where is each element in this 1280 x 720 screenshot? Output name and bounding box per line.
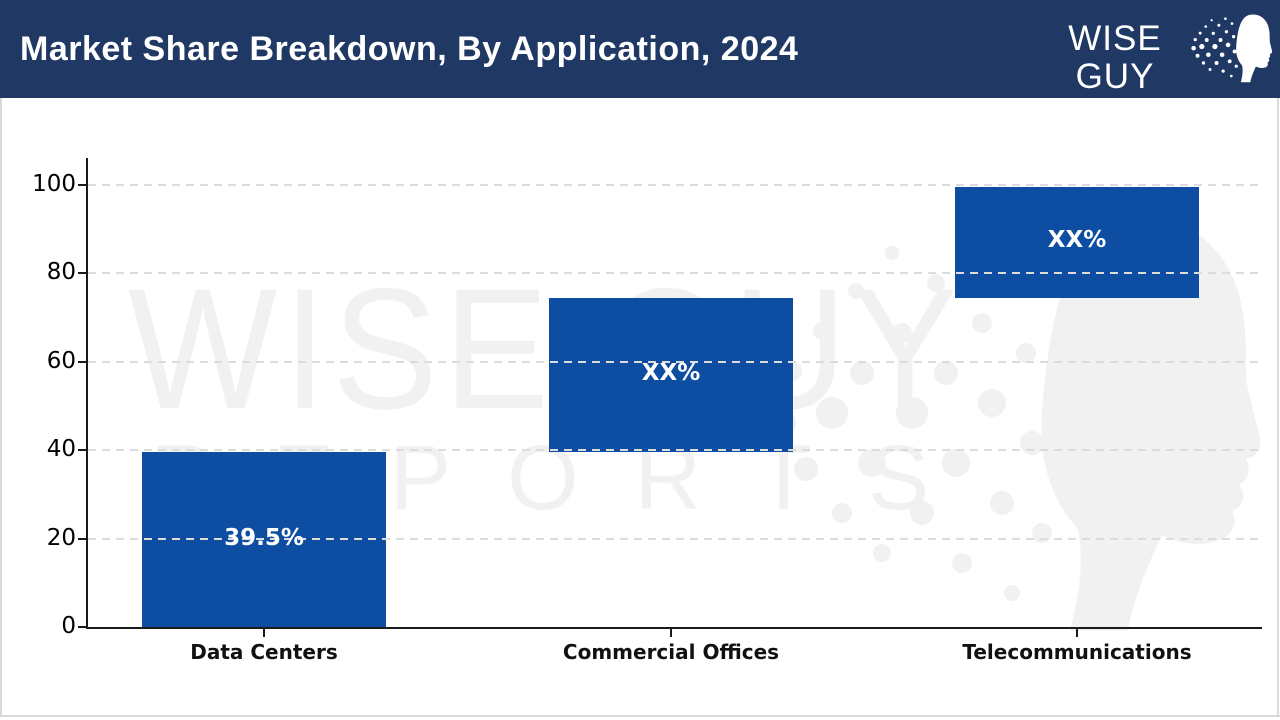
y-tick-60 [78, 360, 87, 363]
right-hairline [1277, 98, 1279, 717]
y-axis-line [86, 158, 88, 629]
y-tick-100 [78, 184, 87, 186]
logo-text: WISE GUY REPORTS [1026, 19, 1204, 113]
x-tick-1 [670, 629, 672, 637]
logo-face-icon [1191, 14, 1272, 83]
chart-title: Market Share Breakdown, By Application, … [20, 30, 799, 68]
x-category-label-1: Commercial Offices [562, 640, 780, 664]
gridline-60 [88, 360, 1262, 363]
y-tick-label-60: 60 [46, 347, 76, 374]
gridline-100 [88, 184, 1262, 186]
watermark: WISE GUY REPORTS [0, 98, 1280, 658]
y-tick-20 [78, 537, 87, 540]
y-tick-label-20: 20 [46, 524, 76, 551]
x-category-label-0: Data Centers [190, 640, 338, 664]
x-tick-0 [263, 629, 265, 637]
gridline-40 [88, 449, 1262, 452]
y-tick-label-0: 0 [61, 613, 76, 639]
bar-0 [142, 452, 386, 627]
bar-value-label-1: XX% [641, 360, 701, 387]
y-tick-label-40: 40 [46, 436, 76, 463]
bar-value-label-0: 39.5% [224, 524, 304, 551]
y-tick-label-100: 100 [32, 171, 76, 197]
y-tick-label-80: 80 [46, 259, 76, 286]
bottom-hairline [0, 715, 1280, 717]
y-tick-0 [78, 626, 87, 628]
bar-value-label-2: XX% [1047, 227, 1107, 254]
gridline-80 [88, 272, 1262, 275]
y-tick-80 [78, 272, 87, 275]
bar-1 [549, 297, 793, 453]
header-bar: Market Share Breakdown, By Application, … [0, 0, 1280, 112]
logo-reports-text: REPORTS [1052, 97, 1182, 112]
x-tick-2 [1076, 629, 1078, 637]
wise-guy-reports-logo: WISE GUY REPORTS [1026, 4, 1272, 112]
bar-2 [955, 187, 1199, 298]
x-axis-line [86, 627, 1262, 629]
left-hairline [0, 98, 2, 717]
logo-wiseguy-text: WISE GUY [1068, 19, 1162, 96]
gridline-20 [88, 537, 1262, 540]
watermark-face-icon [768, 218, 1260, 631]
y-tick-40 [78, 449, 87, 452]
x-category-label-2: Telecommunications [962, 640, 1192, 664]
